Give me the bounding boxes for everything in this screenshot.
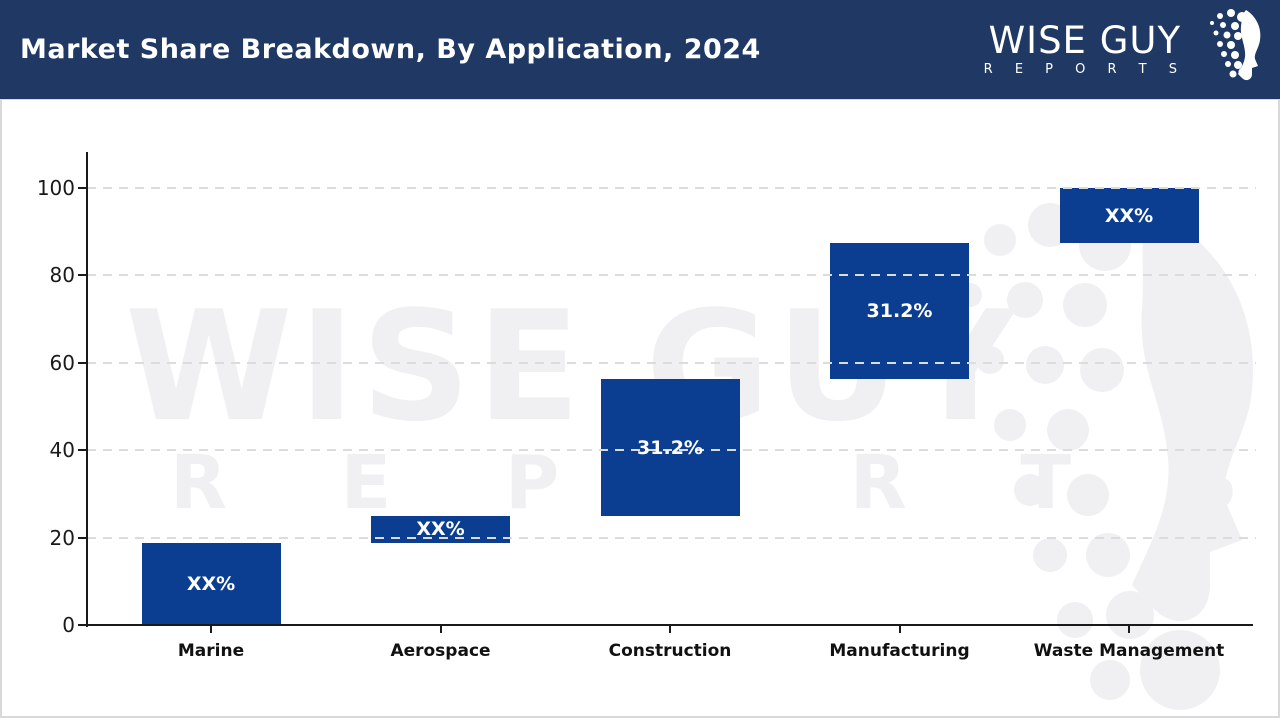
x-category-label: Waste Management: [1033, 641, 1225, 661]
y-tick-label: 100: [36, 176, 75, 200]
y-tick-mark: [78, 187, 87, 189]
y-tick-label: 0: [62, 613, 75, 637]
bar-value-label: XX%: [186, 572, 236, 595]
y-tick-mark: [78, 624, 87, 626]
x-tick-mark: [669, 625, 671, 633]
logo-subtitle: R E P O R T S: [983, 62, 1186, 77]
chart-card-border: [0, 98, 1280, 718]
bar-value-label: 31.2%: [866, 300, 933, 323]
page-title: Market Share Breakdown, By Application, …: [20, 34, 761, 65]
x-category-label: Manufacturing: [829, 641, 970, 661]
y-tick-label: 80: [49, 263, 75, 288]
logo-wordmark: WISE GUY: [988, 19, 1182, 62]
header-bar: Market Share Breakdown, By Application, …: [0, 0, 1280, 99]
y-gridline: [87, 187, 1256, 189]
y-tick-label: 60: [49, 350, 75, 375]
y-gridline: [87, 274, 1256, 277]
y-tick-mark: [78, 361, 87, 364]
y-axis-line: [86, 152, 88, 627]
y-tick-mark: [78, 536, 87, 539]
x-tick-mark: [210, 625, 212, 633]
wise-guy-logo: WISE GUY R E P O R T S: [984, 8, 1280, 92]
y-tick-label: 20: [49, 525, 75, 550]
y-tick-mark: [78, 449, 87, 452]
x-axis-line: [86, 624, 1253, 626]
x-category-label: Marine: [177, 641, 245, 661]
bar-segment-marine: [141, 542, 281, 625]
x-tick-mark: [1128, 625, 1130, 633]
bar-segment-construction: [600, 379, 740, 516]
bar-value-label: XX%: [416, 518, 465, 541]
x-category-label: Construction: [608, 641, 732, 661]
bar-value-label: 31.2%: [637, 436, 703, 459]
y-gridline: [87, 449, 1256, 452]
bar-segment-waste-management: [1059, 188, 1199, 244]
wiseguy-face-icon: [1190, 8, 1262, 92]
x-tick-mark: [898, 625, 901, 633]
x-category-label: Aerospace: [390, 641, 491, 661]
bar-value-label: XX%: [1104, 204, 1154, 227]
y-tick-label: 40: [49, 438, 75, 463]
bar-segment-manufacturing: [830, 243, 969, 380]
x-tick-mark: [439, 625, 442, 633]
y-gridline: [87, 536, 1256, 539]
logo-text: WISE GUY R E P O R T S: [984, 22, 1186, 77]
y-tick-mark: [78, 274, 87, 277]
y-gridline: [87, 361, 1256, 364]
